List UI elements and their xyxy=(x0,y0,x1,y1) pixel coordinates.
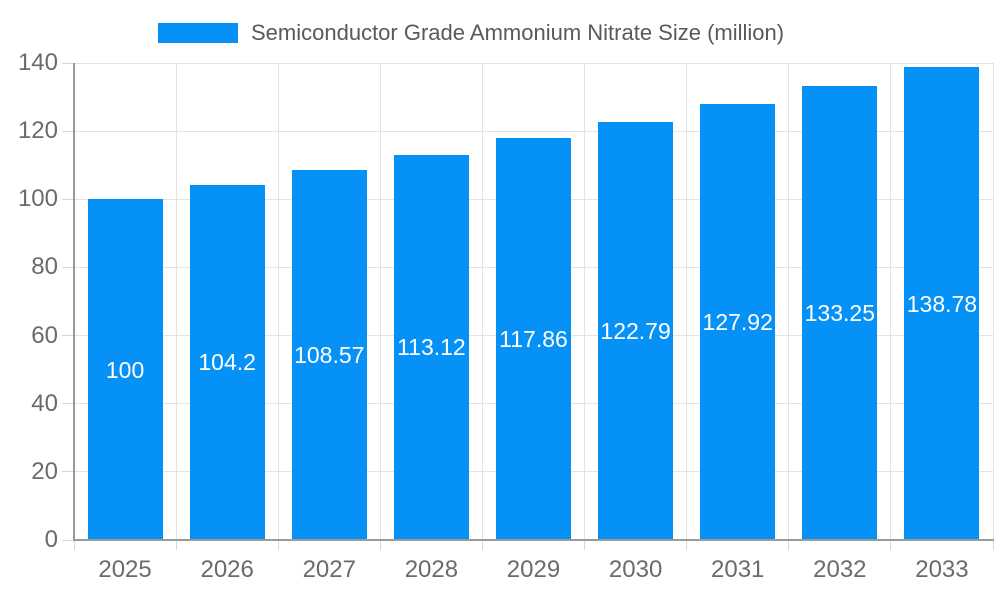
y-axis-tick-label: 40 xyxy=(31,389,58,417)
y-tick-mark xyxy=(62,403,74,405)
bar-value-label: 117.86 xyxy=(499,326,568,353)
bar-value-label: 113.12 xyxy=(397,334,466,361)
x-tick-mark xyxy=(277,540,279,550)
x-gridline xyxy=(890,63,892,540)
y-gridline xyxy=(74,130,993,132)
bar xyxy=(495,138,572,540)
bar xyxy=(598,121,674,540)
x-gridline xyxy=(379,63,381,540)
bar xyxy=(291,170,367,540)
x-gridline xyxy=(788,63,790,540)
bar xyxy=(700,104,776,540)
y-axis-tick-label: 120 xyxy=(17,117,58,145)
y-tick-mark xyxy=(62,539,74,541)
x-axis-tick-label: 2027 xyxy=(302,556,356,583)
x-tick-mark xyxy=(992,540,994,550)
y-tick-mark xyxy=(62,335,74,337)
y-tick-mark xyxy=(62,266,74,268)
bar-value-label: 133.25 xyxy=(804,299,875,326)
x-axis-tick-label: 2026 xyxy=(200,556,254,583)
bar xyxy=(393,154,469,540)
x-gridline xyxy=(686,63,688,540)
x-axis-tick-label: 2028 xyxy=(404,556,459,583)
x-tick-mark xyxy=(175,540,177,550)
x-tick-mark xyxy=(890,540,892,550)
y-axis-tick-label: 100 xyxy=(17,185,58,213)
x-gridline xyxy=(277,63,279,540)
y-gridline xyxy=(74,62,993,64)
x-axis-tick-label: 2033 xyxy=(915,556,969,583)
y-axis-tick-label: 80 xyxy=(31,253,58,281)
x-gridline xyxy=(992,63,994,540)
bar-value-label: 108.57 xyxy=(294,342,365,369)
bar-value-label: 100 xyxy=(105,356,145,383)
x-gridline xyxy=(481,63,483,540)
x-gridline xyxy=(584,63,586,540)
y-tick-mark xyxy=(62,62,74,64)
bar-value-label: 138.78 xyxy=(906,290,978,317)
x-axis-tick-label: 2031 xyxy=(711,556,765,583)
x-tick-mark xyxy=(686,540,688,550)
y-axis-line xyxy=(73,63,75,541)
x-axis-tick-label: 2030 xyxy=(608,556,663,583)
y-tick-mark xyxy=(62,198,74,200)
y-axis-tick-label: 60 xyxy=(31,321,58,349)
bar xyxy=(904,67,980,540)
bar-value-label: 104.2 xyxy=(198,349,256,376)
x-axis-tick-label: 2032 xyxy=(813,556,867,583)
y-axis-tick-label: 0 xyxy=(44,526,58,553)
x-gridline xyxy=(175,63,177,540)
y-axis-tick-label: 20 xyxy=(31,457,58,485)
x-tick-mark xyxy=(481,540,483,550)
bar xyxy=(87,199,163,540)
x-axis-line xyxy=(73,539,994,541)
bar-value-label: 127.92 xyxy=(702,309,773,336)
x-tick-mark xyxy=(73,540,75,550)
x-tick-mark xyxy=(379,540,381,550)
y-tick-mark xyxy=(62,130,74,132)
bar-value-label: 122.79 xyxy=(600,317,671,344)
y-tick-mark xyxy=(62,471,74,473)
legend-swatch xyxy=(158,23,238,43)
x-axis-tick-label: 2025 xyxy=(98,556,152,583)
legend-label: Semiconductor Grade Ammonium Nitrate Siz… xyxy=(251,20,785,45)
bar xyxy=(802,85,878,540)
x-tick-mark xyxy=(584,540,586,550)
x-axis-tick-label: 2029 xyxy=(506,556,561,583)
y-axis-tick-label: 140 xyxy=(17,49,58,76)
x-tick-mark xyxy=(788,540,790,550)
legend-item[interactable]: Semiconductor Grade Ammonium Nitrate Siz… xyxy=(158,20,785,45)
bar xyxy=(189,184,265,540)
